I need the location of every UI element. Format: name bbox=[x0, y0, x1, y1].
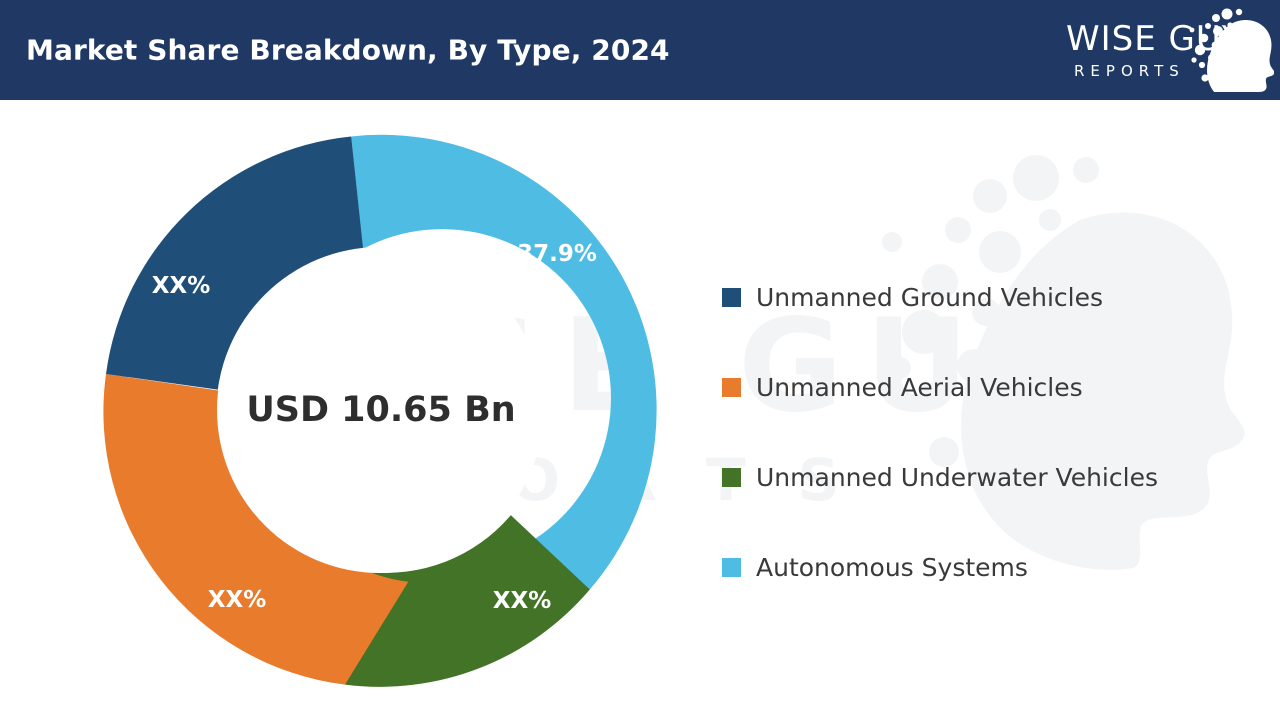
legend-item-unmanned-ground-vehicles[interactable]: Unmanned Ground Vehicles bbox=[722, 252, 1242, 342]
logo-wordmark-group: WISE GUY REPORTS bbox=[1066, 19, 1243, 80]
legend-swatch-icon bbox=[722, 377, 741, 397]
legend-item-unmanned-aerial-vehicles[interactable]: Unmanned Aerial Vehicles bbox=[722, 342, 1242, 432]
legend-item-label: Unmanned Ground Vehicles bbox=[756, 282, 1104, 312]
wise-guy-reports-logo: WISE GUY REPORTS bbox=[1064, 8, 1274, 92]
slice-label-unmanned-ground-vehicles: XX% bbox=[152, 273, 211, 299]
donut-center-value: USD 10.65 Bn bbox=[246, 390, 515, 430]
page-title: Market Share Breakdown, By Type, 2024 bbox=[26, 33, 670, 67]
legend-item-unmanned-underwater-vehicles[interactable]: Unmanned Underwater Vehicles bbox=[722, 432, 1242, 522]
slice-label-unmanned-aerial-vehicles: XX% bbox=[208, 587, 267, 613]
donut-slice-unmanned-underwater-vehicles[interactable] bbox=[345, 515, 590, 687]
chart-legend: Unmanned Ground Vehicles Unmanned Aerial… bbox=[722, 252, 1242, 612]
donut-slice-unmanned-ground-vehicles[interactable] bbox=[106, 136, 364, 390]
head-profile-dots-icon bbox=[1189, 8, 1274, 92]
slice-label-unmanned-underwater-vehicles: XX% bbox=[493, 588, 552, 614]
legend-swatch-icon bbox=[722, 557, 741, 577]
legend-item-label: Autonomous Systems bbox=[756, 552, 1028, 582]
donut-slice-unmanned-aerial-vehicles[interactable] bbox=[103, 374, 409, 685]
slice-label-autonomous-systems: 37.9% bbox=[517, 241, 597, 267]
legend-item-autonomous-systems[interactable]: Autonomous Systems bbox=[722, 522, 1242, 612]
legend-item-label: Unmanned Underwater Vehicles bbox=[756, 462, 1158, 492]
legend-swatch-icon bbox=[722, 467, 741, 487]
legend-item-label: Unmanned Aerial Vehicles bbox=[756, 372, 1083, 402]
logo-wordmark-secondary: REPORTS bbox=[1074, 62, 1185, 80]
donut-chart: 37.9% XX% XX% XX% USD 10.65 Bn bbox=[0, 100, 760, 720]
legend-swatch-icon bbox=[722, 287, 741, 307]
page-header: Market Share Breakdown, By Type, 2024 WI… bbox=[0, 0, 1280, 100]
chart-body: WISE GUY REPORTS bbox=[0, 100, 1280, 720]
donut-center-hole bbox=[217, 247, 543, 573]
donut-slice-autonomous-systems[interactable] bbox=[351, 134, 657, 590]
